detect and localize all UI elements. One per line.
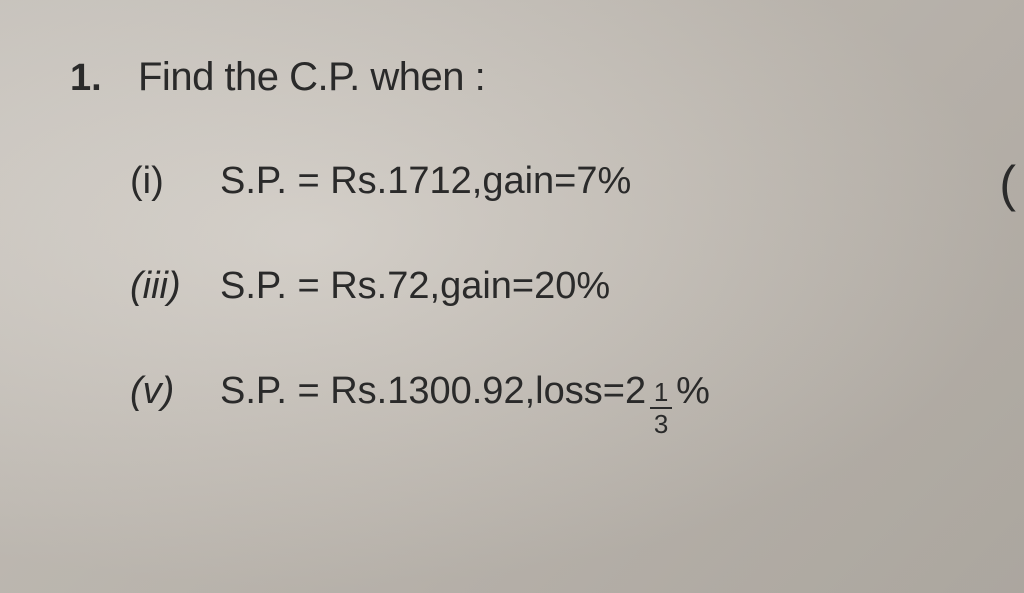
- sub-label-i: (i): [130, 160, 210, 203]
- value-int: 20: [534, 265, 576, 308]
- result-type: gain: [482, 160, 554, 203]
- percent: %: [576, 265, 610, 308]
- sp-prefix: S.P. = Rs.: [220, 160, 387, 203]
- result-type: loss: [535, 370, 603, 413]
- fraction: 13: [650, 379, 672, 437]
- sub-content-v: S.P. = Rs. 1300.92, loss = 213%: [220, 370, 710, 439]
- fraction-denominator: 3: [650, 409, 672, 437]
- sub-content-i: S.P. = Rs. 1712, gain = 7%: [220, 160, 631, 203]
- result-type: gain: [440, 265, 512, 308]
- sub-item-v: (v) S.P. = Rs. 1300.92, loss = 213%: [130, 370, 954, 439]
- fraction-numerator: 1: [650, 379, 672, 409]
- equals: =: [512, 265, 534, 308]
- separator: ,: [430, 265, 441, 308]
- question-header: 1. Find the C.P. when :: [70, 55, 954, 100]
- page-container: 1. Find the C.P. when : (i) S.P. = Rs. 1…: [0, 0, 1024, 593]
- question-number: 1.: [70, 57, 110, 100]
- percent: %: [676, 370, 710, 413]
- sp-value: 1300.92: [387, 370, 524, 413]
- sub-label-iii: (iii): [130, 265, 210, 308]
- sub-item-i: (i) S.P. = Rs. 1712, gain = 7%: [130, 160, 954, 203]
- sp-value: 1712: [387, 160, 472, 203]
- sp-prefix: S.P. = Rs.: [220, 265, 387, 308]
- sub-item-iii: (iii) S.P. = Rs. 72, gain = 20%: [130, 265, 954, 308]
- sub-content-iii: S.P. = Rs. 72, gain = 20%: [220, 265, 610, 308]
- equals: =: [603, 370, 625, 413]
- sub-items-container: (i) S.P. = Rs. 1712, gain = 7% (iii) S.P…: [130, 160, 954, 439]
- sp-value: 72: [387, 265, 429, 308]
- separator: ,: [525, 370, 536, 413]
- separator: ,: [472, 160, 483, 203]
- value-int: 2: [625, 370, 646, 413]
- edge-paren-decoration: (: [999, 155, 1016, 213]
- percent: %: [598, 160, 632, 203]
- value-int: 7: [576, 160, 597, 203]
- sp-prefix: S.P. = Rs.: [220, 370, 387, 413]
- equals: =: [554, 160, 576, 203]
- question-text: Find the C.P. when :: [138, 55, 485, 100]
- sub-label-v: (v): [130, 370, 210, 413]
